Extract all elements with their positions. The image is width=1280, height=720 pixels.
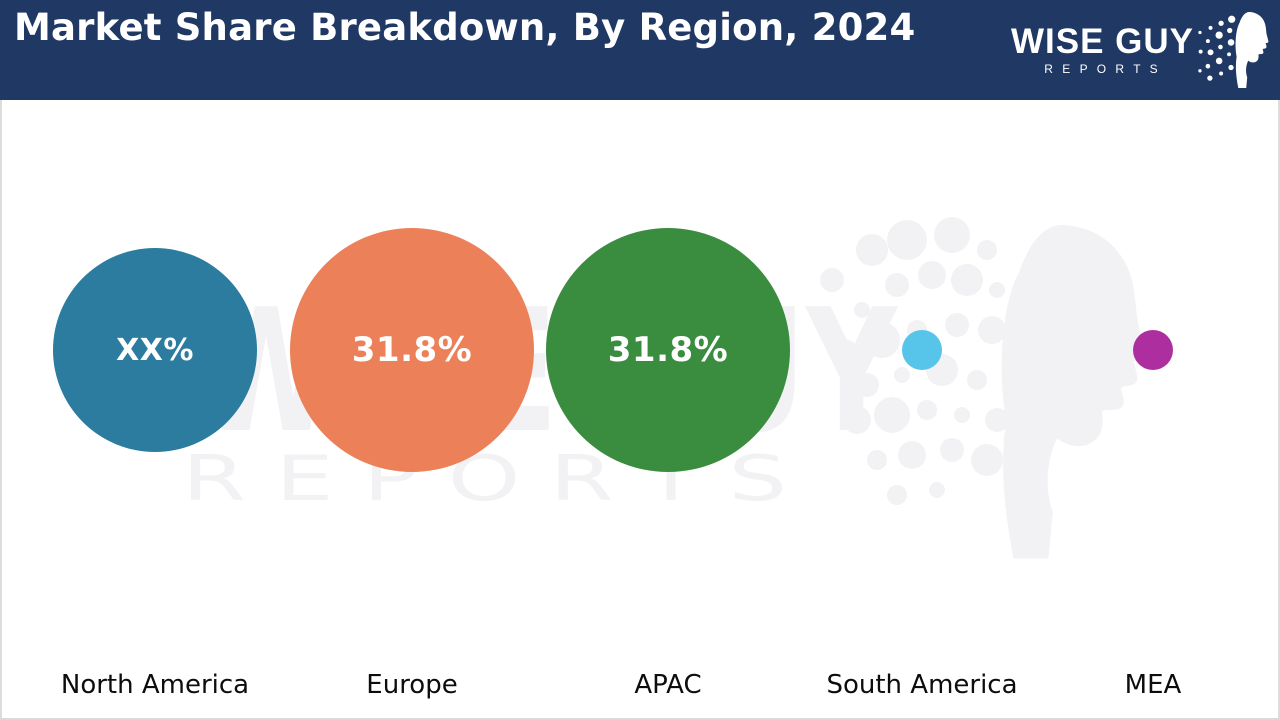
- chart-area: WISE GUY R E P O R T S XX%: [0, 100, 1280, 720]
- bubble-mea: [1133, 330, 1173, 370]
- category-label-south-america: South America: [826, 670, 1018, 700]
- bubble-north-america: XX%: [53, 248, 257, 452]
- header-bar: Market Share Breakdown, By Region, 2024 …: [0, 0, 1280, 100]
- watermark-head-silhouette: [1001, 225, 1146, 559]
- brand-wordmark: WISE GUY R E P O R T S: [1010, 21, 1194, 77]
- category-label-apac: APAC: [634, 670, 702, 700]
- brand-subtitle: R E P O R T S: [1044, 62, 1161, 77]
- category-label-europe: Europe: [366, 670, 458, 700]
- category-label-mea: MEA: [1124, 670, 1182, 700]
- category-label-north-america: North America: [60, 670, 250, 700]
- brand-logo: WISE GUY R E P O R T S: [1011, 6, 1272, 94]
- page-title: Market Share Breakdown, By Region, 2024: [14, 6, 916, 49]
- brand-face-icon: [1198, 12, 1269, 88]
- bubble-apac: 31.8%: [546, 228, 790, 472]
- bubble-south-america: [902, 330, 942, 370]
- bubble-value-label: XX%: [116, 332, 194, 368]
- bubble-value-label: 31.8%: [351, 330, 473, 370]
- bubble-europe: 31.8%: [290, 228, 534, 472]
- brand-name: WISE GUY: [1010, 21, 1194, 61]
- bubble-value-label: 31.8%: [607, 330, 729, 370]
